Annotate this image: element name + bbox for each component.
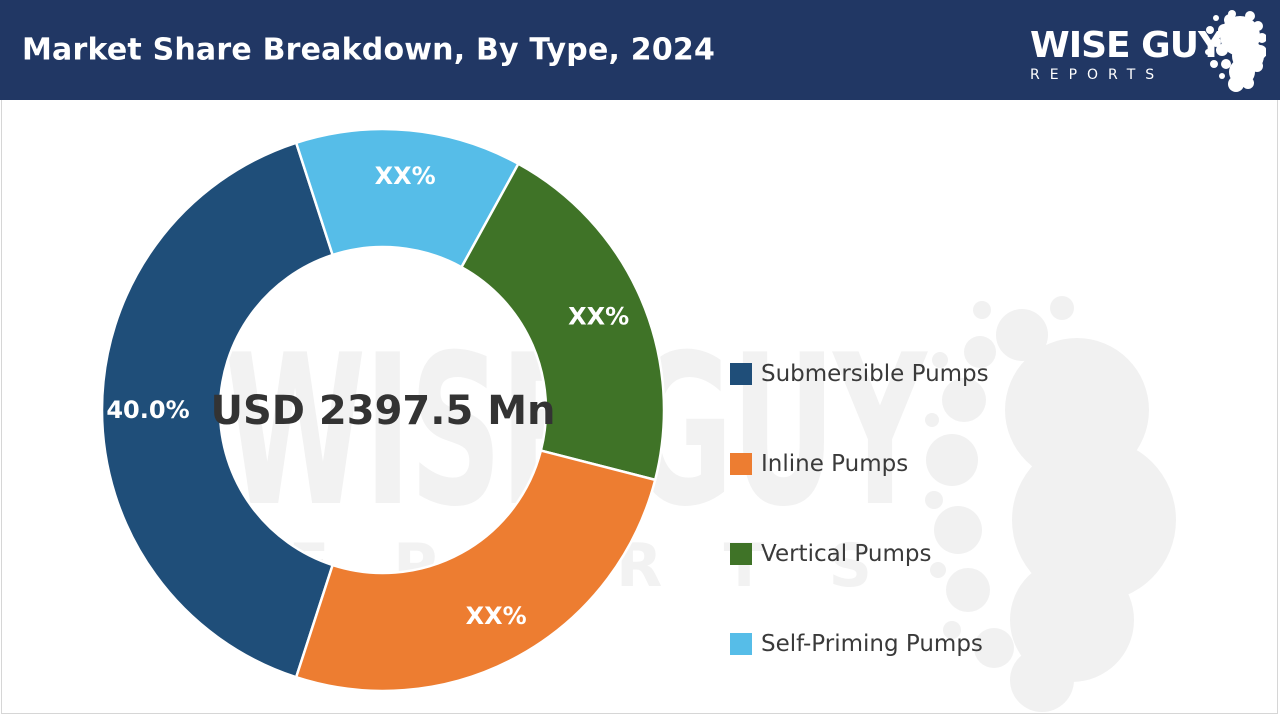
logo-text: WISE GUY REPORTS [1030, 25, 1224, 84]
slice-vertical-pumps [460, 162, 666, 482]
slice-inline-pumps [294, 449, 657, 693]
logo-subtext: REPORTS [1030, 67, 1165, 83]
legend-label: Vertical Pumps [761, 541, 932, 567]
legend-item: Submersible Pumps [730, 361, 989, 387]
logo-face-icon [1205, 10, 1266, 92]
legend-label: Submersible Pumps [761, 361, 989, 387]
slice-label: XX% [568, 303, 629, 331]
legend-swatch [730, 363, 752, 385]
legend-item: Inline Pumps [730, 451, 989, 477]
slice-label: XX% [466, 602, 527, 630]
legend-label: Self-Priming Pumps [761, 631, 983, 657]
slice-label: XX% [375, 162, 436, 190]
legend-swatch [730, 453, 752, 475]
donut-chart: 40.0% XX% XX% XX% [100, 127, 666, 693]
chart-center-value: USD 2397.5 Mn [210, 388, 556, 434]
logo-wordmark: WISE GUY [1030, 25, 1224, 66]
header-bar: Market Share Breakdown, By Type, 2024 WI… [0, 0, 1280, 100]
wiseguy-logo: WISE GUY REPORTS [1030, 6, 1266, 94]
slice-submersible-pumps [100, 141, 334, 679]
legend-label: Inline Pumps [761, 451, 909, 477]
page-title: Market Share Breakdown, By Type, 2024 [22, 32, 716, 68]
legend-swatch [730, 543, 752, 565]
legend-item: Vertical Pumps [730, 541, 989, 567]
legend-swatch [730, 633, 752, 655]
slice-label: 40.0% [106, 396, 189, 424]
legend-item: Self-Priming Pumps [730, 631, 989, 657]
legend: Submersible Pumps Inline Pumps Vertical Pu… [730, 361, 989, 720]
